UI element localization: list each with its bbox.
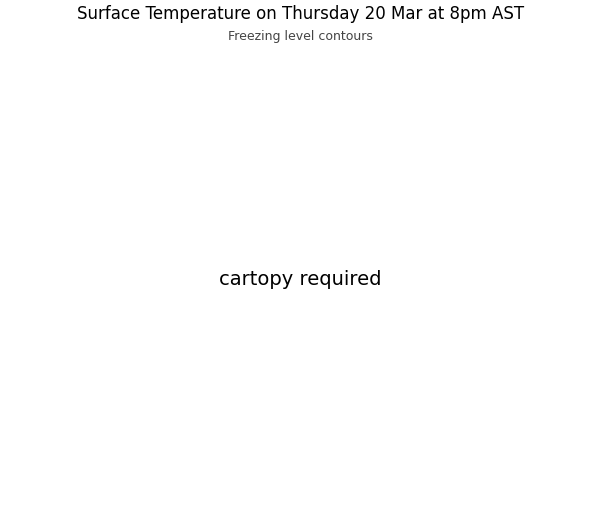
Text: cartopy required: cartopy required <box>219 269 382 289</box>
Text: Surface Temperature on Thursday 20 Mar at 8pm AST: Surface Temperature on Thursday 20 Mar a… <box>77 5 524 23</box>
Text: Freezing level contours: Freezing level contours <box>228 30 373 43</box>
